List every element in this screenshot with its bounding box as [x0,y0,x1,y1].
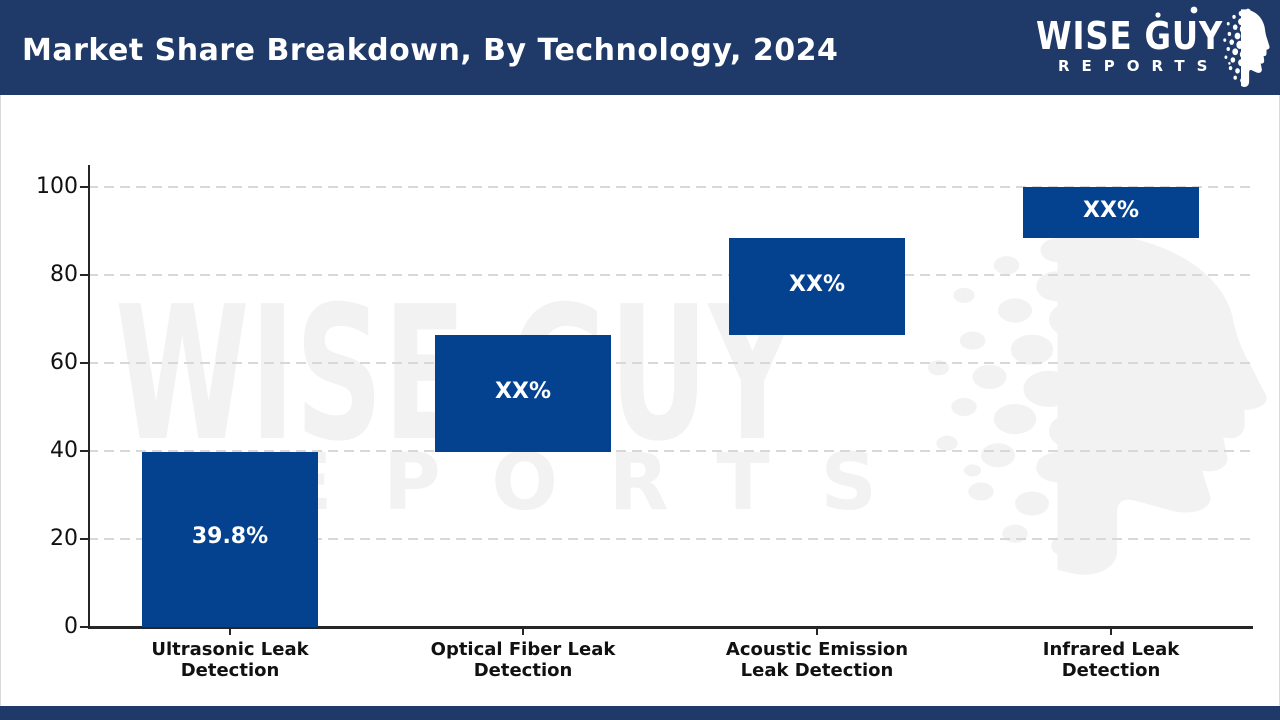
page-title: Market Share Breakdown, By Technology, 2… [22,33,839,68]
category-label-line: Optical Fiber Leak [430,639,616,660]
category-label-line: Infrared Leak [1042,639,1180,660]
brand-face-icon [1223,8,1270,88]
category-label: Optical Fiber Leak Detection [383,639,663,681]
x-tick-mark [522,627,524,635]
category-label-line: Leak Detection [740,660,894,681]
brand-logo: WISE GUY REPORTS [1036,0,1280,95]
bar-value-label: 39.8% [191,524,269,550]
y-tick-mark [80,274,88,276]
y-axis-spine [88,165,90,629]
y-tick-mark [80,186,88,188]
y-tick-label: 40 [50,438,78,463]
footer-band [0,706,1280,720]
category-label: Infrared Leak Detection [971,639,1251,681]
gridline [88,450,1253,452]
x-axis-spine [88,626,1253,629]
bar [142,451,318,627]
brand-accent-dots-icon [1155,6,1198,18]
y-tick-mark [80,450,88,452]
y-tick-mark [80,538,88,540]
bar-value-label: XX% [495,378,551,404]
bar [729,238,905,336]
category-label-line: Ultrasonic Leak [151,639,309,660]
category-label-line: Detection [1061,660,1161,681]
y-tick-label: 80 [50,262,78,287]
header-band: Market Share Breakdown, By Technology, 2… [0,0,1280,95]
bar-value-label: XX% [789,271,845,297]
y-tick-label: 100 [36,174,78,199]
category-label: Ultrasonic Leak Detection [90,639,370,681]
gridline [88,362,1253,364]
y-tick-mark [80,626,88,628]
category-label-line: Detection [473,660,573,681]
bar [435,335,611,452]
gridline [88,538,1253,540]
category-label-line: Detection [180,660,280,681]
bar-value-label: XX% [1083,197,1139,223]
y-tick-mark [80,362,88,364]
y-tick-label: 20 [50,526,78,551]
y-tick-label: 60 [50,350,78,375]
gridline [88,274,1253,276]
y-tick-label: 0 [64,614,78,639]
brand-subline: REPORTS [1058,57,1220,75]
brand-wordmark: WISE GUY [1036,14,1224,58]
category-label-line: Acoustic Emission [725,639,909,660]
x-tick-mark [1110,627,1112,635]
category-label: Acoustic Emission Leak Detection [677,639,957,681]
x-tick-mark [816,627,818,635]
x-tick-mark [229,627,231,635]
gridline [88,186,1253,188]
